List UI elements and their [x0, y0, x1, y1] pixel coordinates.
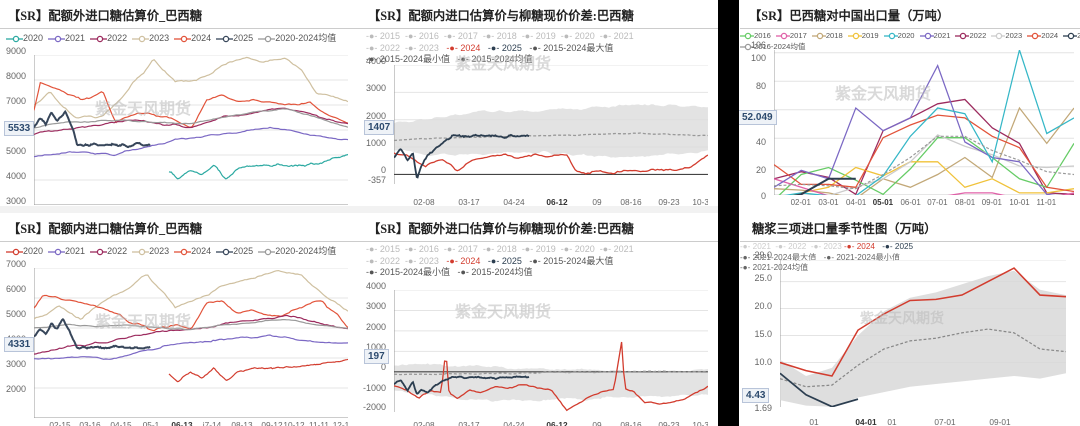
- svg-text:02-01: 02-01: [791, 198, 812, 207]
- svg-text:07-01: 07-01: [934, 417, 956, 426]
- svg-text:03-17: 03-17: [458, 420, 480, 426]
- svg-text:11-01: 11-01: [1036, 198, 1056, 207]
- svg-text:05-01: 05-01: [873, 198, 894, 207]
- svg-text:05-1: 05-1: [143, 420, 160, 426]
- svg-text:09-01: 09-01: [989, 417, 1011, 426]
- svg-text:08-01: 08-01: [955, 198, 976, 207]
- svg-text:04-24: 04-24: [503, 420, 525, 426]
- svg-text:07-01: 07-01: [927, 198, 948, 207]
- svg-text:02-15: 02-15: [49, 420, 71, 426]
- svg-text:09-23: 09-23: [658, 420, 680, 426]
- svg-text:06-01: 06-01: [900, 198, 921, 207]
- svg-text:10-12: 10-12: [283, 420, 305, 426]
- svg-text:01: 01: [887, 417, 897, 426]
- svg-text:09: 09: [592, 420, 602, 426]
- svg-text:11-11: 11-11: [309, 420, 329, 426]
- svg-text:09-12: 09-12: [261, 420, 283, 426]
- svg-text:10-01: 10-01: [1009, 198, 1030, 207]
- svg-text:09-01: 09-01: [982, 198, 1003, 207]
- svg-text:06-12: 06-12: [546, 420, 568, 426]
- svg-text:02-08: 02-08: [413, 420, 435, 426]
- svg-text:03-01: 03-01: [818, 198, 839, 207]
- svg-text:08-13: 08-13: [231, 420, 253, 426]
- svg-text:03-16: 03-16: [79, 420, 101, 426]
- svg-text:04-01: 04-01: [855, 417, 877, 426]
- svg-text:04-01: 04-01: [846, 198, 867, 207]
- svg-text:08-16: 08-16: [620, 420, 642, 426]
- svg-text:01: 01: [809, 417, 819, 426]
- svg-text:10-31: 10-31: [692, 420, 708, 426]
- svg-text:i7-14: i7-14: [203, 420, 222, 426]
- svg-text:12-11: 12-11: [333, 420, 348, 426]
- svg-text:06-13: 06-13: [171, 420, 193, 426]
- svg-text:04-15: 04-15: [110, 420, 132, 426]
